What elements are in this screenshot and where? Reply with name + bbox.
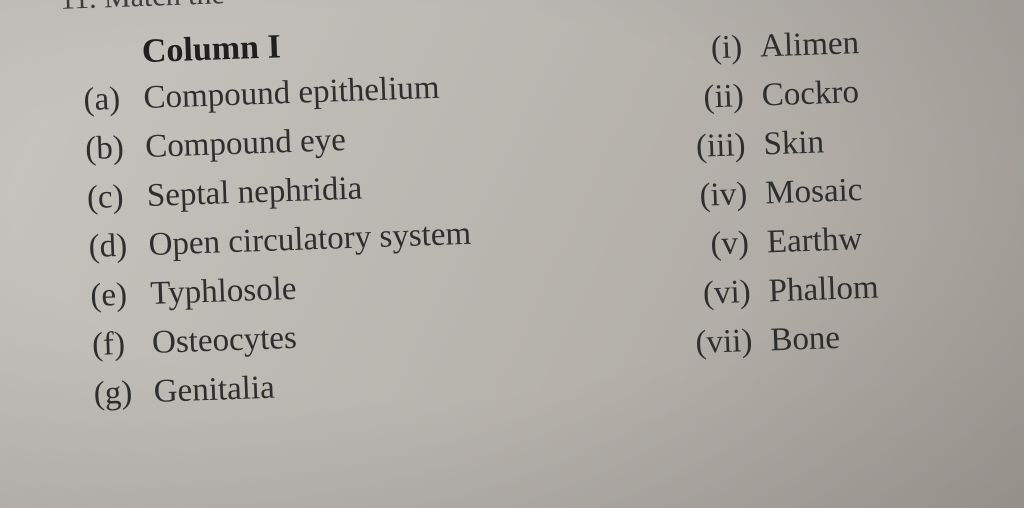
col2-row: (v) Earthw [688, 221, 877, 265]
col2-marker: (i) [682, 29, 761, 69]
col2-marker: (vi) [690, 273, 769, 313]
col1-text: Compound epithelium [143, 70, 440, 117]
col2-marker: (iv) [687, 175, 766, 215]
col1-marker: (c) [86, 178, 147, 217]
col2-row: (i) Alimen [682, 25, 871, 69]
col1-row: (d) Open circulatory system [88, 216, 472, 266]
col1-text: Osteocytes [151, 320, 297, 362]
question-number: 11. [59, 0, 97, 16]
col2-text: Phallom [768, 270, 879, 311]
column1: (a) Compound epithelium (b) Compound eye… [83, 69, 477, 425]
col2-text: Skin [763, 124, 825, 163]
col2-text: Earthw [766, 221, 863, 261]
col2-row: (iv) Mosaic [687, 172, 876, 216]
col1-row: (a) Compound epithelium [83, 69, 467, 119]
column2: (i) Alimen (ii) Cockro (iii) Skin (iv) M… [682, 25, 882, 374]
col2-text: Mosaic [765, 172, 863, 212]
col1-marker: (a) [83, 80, 144, 119]
col1-marker: (g) [93, 374, 154, 413]
col1-row: (f) Osteocytes [91, 314, 475, 364]
col2-row: (vi) Phallom [690, 270, 879, 314]
question-line: 11. Match the [59, 0, 225, 17]
col1-row: (e) Typhlosole [90, 265, 474, 315]
col2-text: Cockro [761, 74, 859, 114]
col1-marker: (b) [85, 129, 146, 168]
col2-marker: (iii) [685, 126, 764, 166]
question-stem: Match the [103, 0, 225, 14]
col2-marker: (ii) [683, 77, 762, 117]
page-content: 11. Match the Column I (a) Compound epit… [0, 0, 1024, 508]
col1-text: Open circulatory system [148, 216, 472, 264]
col2-marker: (vii) [692, 322, 771, 362]
col2-text: Bone [770, 320, 841, 359]
col1-row: (g) Genitalia [93, 363, 477, 413]
col1-marker: (e) [90, 276, 151, 315]
col2-row: (iii) Skin [685, 123, 874, 167]
col2-row: (vii) Bone [692, 318, 881, 362]
column1-header: Column I [141, 28, 281, 71]
col1-text: Typhlosole [150, 271, 297, 313]
col1-text: Genitalia [153, 370, 275, 411]
col1-text: Septal nephridia [146, 170, 363, 214]
col1-row: (c) Septal nephridia [86, 167, 470, 217]
col2-row: (ii) Cockro [683, 74, 872, 118]
col1-marker: (d) [88, 227, 149, 266]
col1-marker: (f) [91, 325, 152, 364]
col1-text: Compound eye [145, 122, 347, 166]
col2-marker: (v) [688, 224, 767, 264]
col1-row: (b) Compound eye [85, 118, 469, 168]
col2-text: Alimen [759, 25, 859, 65]
